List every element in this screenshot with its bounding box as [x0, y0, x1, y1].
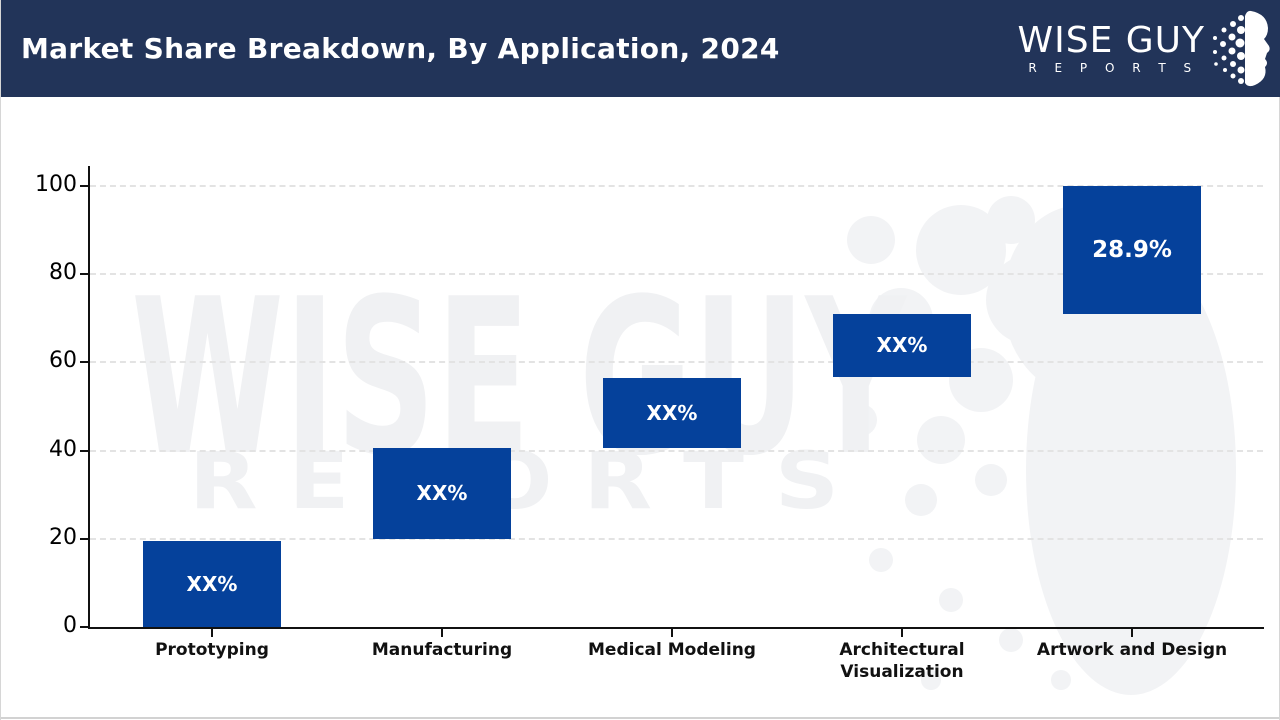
wiseguy-logo: WISE GUY R E P O R T S [1018, 0, 1274, 97]
x-category-label: Prototyping [97, 639, 327, 661]
y-tick-mark-60 [80, 361, 89, 364]
bar-value-label: XX% [416, 481, 468, 506]
y-tick-label-100: 100 [35, 171, 77, 197]
gridline-80 [90, 273, 1263, 275]
logo-text: WISE GUY R E P O R T S [1017, 20, 1206, 75]
y-tick-mark-80 [80, 273, 89, 275]
y-axis-spine [88, 166, 90, 627]
bar-value-label: 28.9% [1092, 236, 1172, 263]
y-tick-label-0: 0 [63, 613, 77, 638]
bar-architectural-visualization: XX% [833, 314, 971, 377]
bar-artwork-and-design: 28.9% [1063, 186, 1201, 314]
x-tick-mark-5 [1131, 629, 1133, 637]
x-axis-spine [88, 627, 1264, 629]
plot-area: 0 20 40 60 80 100 XX% Prototyping XX% Manufacturi… [1, 97, 1280, 714]
x-category-label: Manufacturing [327, 639, 557, 661]
x-category-label-line: Artwork and Design [1036, 640, 1228, 660]
x-category-label-line: Prototyping [155, 640, 269, 660]
x-category-label-line: Architectural [839, 640, 965, 660]
bar-value-label: XX% [876, 333, 928, 358]
x-category-label-line: Medical Modeling [588, 640, 756, 660]
logo-face-icon [1213, 10, 1270, 86]
bar-value-label: XX% [646, 400, 698, 425]
x-category-label: Artwork and Design [1017, 639, 1247, 661]
header: Market Share Breakdown, By Application, … [1, 0, 1280, 97]
y-tick-mark-0 [80, 626, 89, 628]
x-tick-mark-1 [211, 629, 213, 637]
gridline-60 [90, 361, 1263, 364]
x-tick-mark-3 [671, 629, 673, 637]
x-tick-mark-2 [441, 629, 443, 637]
y-tick-label-20: 20 [49, 524, 77, 550]
gridline-20 [90, 537, 1263, 540]
image-bottom-border [1, 717, 1279, 719]
x-category-label: Architectural Visualization [787, 639, 1017, 683]
bar-prototyping: XX% [143, 541, 281, 627]
x-category-label-line: Manufacturing [371, 640, 513, 660]
y-tick-label-80: 80 [49, 260, 77, 285]
bar-medical-modeling: XX% [603, 377, 741, 448]
y-tick-label-60: 60 [49, 348, 77, 374]
y-tick-mark-40 [80, 449, 89, 452]
bar-manufacturing: XX% [373, 447, 511, 539]
logo-wordmark: WISE GUY [1017, 20, 1205, 61]
gridline-100 [90, 184, 1263, 187]
x-category-label-line: Visualization [840, 662, 964, 682]
y-tick-mark-100 [80, 184, 89, 187]
y-tick-label-40: 40 [49, 436, 77, 462]
logo-subtitle: R E P O R T S [1028, 61, 1199, 75]
x-category-label: Medical Modeling [557, 639, 787, 661]
bar-value-label: XX% [186, 572, 238, 597]
chart-title: Market Share Breakdown, By Application, … [21, 32, 780, 65]
y-tick-mark-20 [80, 537, 89, 540]
x-tick-mark-4 [901, 629, 903, 637]
gridline-40 [90, 449, 1263, 452]
